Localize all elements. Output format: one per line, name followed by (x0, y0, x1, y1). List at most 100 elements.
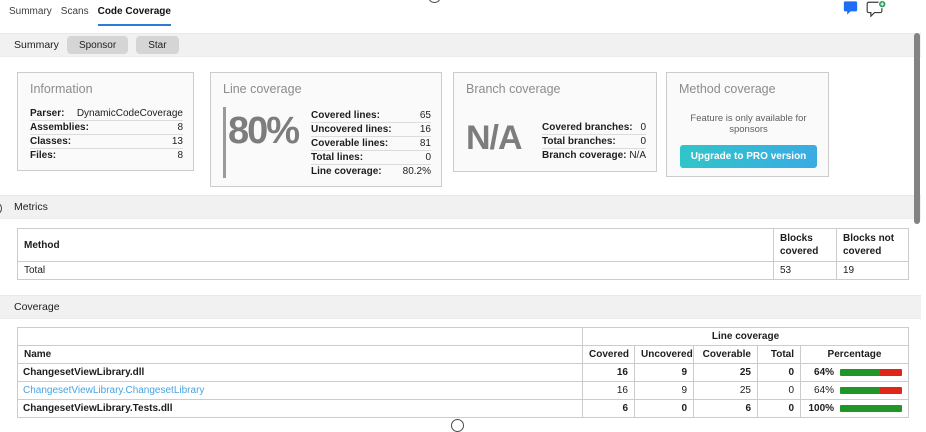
col-coverable: Coverable (693, 345, 758, 364)
info-value: DynamicCodeCoverage (76, 108, 183, 119)
stat-row: Coverable lines: 81 (311, 137, 431, 151)
coverage-header-row: Name Covered Uncovered Coverable Total P… (17, 345, 910, 364)
upgrade-pro-button[interactable]: Upgrade to PRO version (679, 145, 818, 168)
col-covered: Covered (582, 345, 635, 364)
coverable-cell: 25 (693, 363, 758, 382)
stat-row: Covered branches: 0 (542, 121, 646, 135)
stat-value: 65 (419, 110, 431, 121)
stat-label: Total branches: (542, 136, 616, 147)
info-label: Files: (30, 150, 57, 161)
stat-value: 0 (425, 152, 431, 163)
total-cell: 0 (757, 399, 801, 418)
assembly-name: ChangesetViewLibrary.Tests.dll (17, 399, 583, 418)
info-value: 8 (177, 122, 183, 133)
metrics-header-row: Method Blocks covered Blocks not covered (17, 228, 909, 262)
coverage-empty-header (17, 327, 583, 346)
tab-scans[interactable]: Scans (60, 6, 89, 17)
line-coverage-group-header: Line coverage (581, 327, 910, 346)
metrics-section-header: Metrics (0, 195, 921, 219)
star-button[interactable]: Star (136, 36, 179, 54)
branch-coverage-card: Branch coverage N/A Covered branches: 0 … (453, 72, 657, 172)
selection-handle-top (428, 0, 441, 3)
uncovered-cell: 0 (634, 399, 694, 418)
coverable-cell: 6 (693, 399, 758, 418)
coverage-bar (840, 387, 903, 394)
metrics-section-title: Metrics (14, 201, 48, 213)
coverage-section-title: Coverage (14, 301, 60, 313)
method-coverage-card-title: Method coverage (679, 82, 776, 96)
stat-row: Total lines: 0 (311, 151, 431, 165)
info-label: Classes: (30, 136, 72, 147)
metrics-blocks-not-covered-cell: 19 (836, 261, 909, 280)
stat-row: Branch coverage: N/A (542, 149, 646, 162)
table-row-assembly: ChangesetViewLibrary.Tests.dll 6 0 6 0 1… (17, 399, 910, 418)
information-card-title: Information (30, 82, 93, 96)
stat-value: 80.2% (402, 166, 431, 177)
info-row-files: Files: 8 (30, 149, 183, 162)
stat-value: N/A (629, 150, 646, 161)
vertical-scrollbar-thumb[interactable] (914, 33, 920, 224)
line-coverage-accent-bar (223, 107, 226, 178)
stat-value: 0 (640, 122, 646, 133)
metrics-col-blocks-covered: Blocks covered (773, 228, 837, 262)
stat-label: Coverable lines: (311, 138, 389, 149)
stat-label: Total lines: (311, 152, 364, 163)
info-row-classes: Classes: 13 (30, 135, 183, 149)
chat-bubble-filled-icon[interactable] (842, 0, 859, 21)
method-coverage-card: Method coverage Feature is only availabl… (666, 72, 829, 177)
tab-code-coverage[interactable]: Code Coverage (97, 6, 171, 26)
col-uncovered: Uncovered (634, 345, 694, 364)
line-coverage-card-title: Line coverage (223, 82, 302, 96)
col-name: Name (17, 345, 583, 364)
summary-section-header: Summary Sponsor Star (0, 33, 921, 57)
stat-value: 0 (640, 136, 646, 147)
summary-cards: Information Parser: DynamicCodeCoverage … (17, 72, 829, 187)
branch-coverage-big-value: N/A (466, 119, 523, 157)
covered-cell: 16 (582, 381, 635, 400)
stat-label: Covered branches: (542, 122, 633, 133)
stat-value: 16 (419, 124, 431, 135)
info-value: 13 (171, 136, 183, 147)
header-icons (842, 0, 887, 22)
col-percentage: Percentage (799, 345, 910, 364)
total-cell: 0 (757, 363, 801, 382)
info-value: 8 (177, 150, 183, 161)
uncovered-cell: 9 (634, 363, 694, 382)
stat-label: Uncovered lines: (311, 124, 392, 135)
line-coverage-stats: Covered lines: 65 Uncovered lines: 16 Co… (311, 109, 431, 178)
coverage-bar (840, 369, 903, 376)
covered-cell: 16 (582, 363, 635, 382)
total-cell: 0 (757, 381, 801, 400)
coverage-section-header: Coverage (0, 295, 921, 319)
percentage-label: 100% (808, 403, 835, 414)
coverage-bar (840, 405, 903, 412)
info-row-parser: Parser: DynamicCodeCoverage (30, 107, 183, 121)
sponsors-only-note: Feature is only available for sponsors (690, 113, 807, 135)
chat-bubble-add-icon[interactable] (865, 0, 887, 22)
metrics-col-blocks-not-covered: Blocks not covered (836, 228, 909, 262)
branch-coverage-stats: Covered branches: 0 Total branches: 0 Br… (542, 121, 646, 162)
percentage-label: 64% (814, 385, 835, 396)
info-label: Assemblies: (30, 122, 89, 133)
coverage-table: Line coverage Name Covered Uncovered Cov… (17, 327, 910, 418)
class-link[interactable]: ChangesetViewLibrary.ChangesetLibrary (17, 381, 583, 400)
stat-label: Branch coverage: (542, 150, 627, 161)
metrics-method-cell: Total (17, 261, 774, 280)
branch-coverage-card-title: Branch coverage (466, 82, 561, 96)
metrics-row-total: Total 53 19 (17, 261, 909, 280)
metrics-col-method: Method (17, 228, 774, 262)
stat-row: Uncovered lines: 16 (311, 123, 431, 137)
info-label: Parser: (30, 108, 65, 119)
percentage-label: 64% (814, 367, 835, 378)
sponsor-button[interactable]: Sponsor (66, 36, 129, 54)
metrics-table: Method Blocks covered Blocks not covered… (17, 228, 909, 280)
coverable-cell: 25 (693, 381, 758, 400)
coverage-group-header-row: Line coverage (17, 327, 910, 346)
stat-row: Covered lines: 65 (311, 109, 431, 123)
info-row-assemblies: Assemblies: 8 (30, 121, 183, 135)
tab-summary[interactable]: Summary (9, 6, 52, 17)
table-row-assembly: ChangesetViewLibrary.dll 16 9 25 0 64% (17, 363, 910, 382)
selection-handle-bottom (451, 419, 464, 432)
col-total: Total (757, 345, 801, 364)
